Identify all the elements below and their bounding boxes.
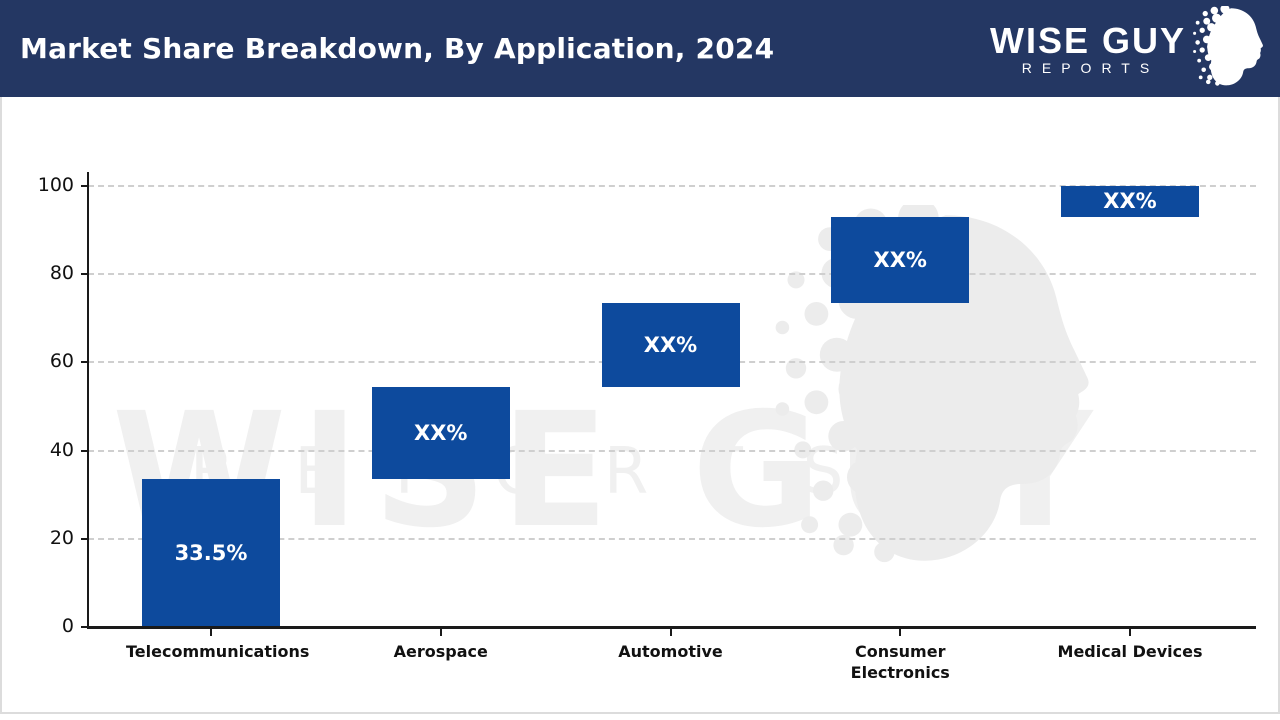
page-title: Market Share Breakdown, By Application, … <box>20 32 775 65</box>
bar-value-label: XX% <box>873 247 927 272</box>
wiseguy-logo: WISE GUY REPORTS <box>990 6 1266 91</box>
bar-medical-devices: XX% <box>1061 186 1199 217</box>
y-tick-mark <box>81 361 88 363</box>
category-label: Medical Devices <box>1057 642 1203 661</box>
logo-primary-text: WISE GUY <box>989 19 1186 61</box>
y-tick-mark <box>81 273 88 275</box>
bar-value-label: XX% <box>1103 189 1157 214</box>
dotted-face-logo-icon <box>1193 6 1263 86</box>
logo-secondary-text: REPORTS <box>1021 59 1160 76</box>
bar-telecommunications: 33.5% <box>142 479 280 627</box>
y-tick-label: 100 <box>37 174 74 196</box>
logo-text: WISE GUY REPORTS <box>989 19 1186 76</box>
category-label: Telecommunications <box>126 642 310 661</box>
x-tick-mark <box>210 629 212 636</box>
y-axis-line <box>87 172 89 629</box>
gridline-40 <box>88 450 1256 452</box>
bar-automotive: XX% <box>601 302 740 387</box>
y-tick-label: 0 <box>61 615 74 637</box>
bar-value-label: XX% <box>643 332 698 357</box>
y-tick-mark <box>81 538 88 540</box>
gridline-80 <box>88 273 1256 275</box>
bar-value-label: XX% <box>414 420 468 445</box>
y-tick-label: 60 <box>49 350 74 372</box>
y-tick-label: 20 <box>49 527 74 549</box>
category-label: Automotive <box>618 642 723 661</box>
report-header: Market Share Breakdown, By Application, … <box>0 0 1280 97</box>
category-label: Aerospace <box>393 642 488 661</box>
y-tick-mark <box>81 185 88 187</box>
y-tick-mark <box>81 450 88 452</box>
gridline-100 <box>88 185 1256 187</box>
watermark-secondary-text: REPORTS <box>190 435 904 509</box>
x-tick-mark <box>899 629 902 636</box>
gridline-20 <box>88 538 1256 540</box>
category-label: Consumer Electronics <box>850 642 950 682</box>
bar-value-label: 33.5% <box>174 541 248 566</box>
y-tick-label: 40 <box>49 439 74 461</box>
y-tick-label: 80 <box>49 262 74 284</box>
bar-consumer-electronics: XX% <box>831 216 970 303</box>
y-tick-mark <box>81 626 88 628</box>
x-tick-mark <box>439 629 442 636</box>
bar-aerospace: XX% <box>371 386 510 480</box>
x-axis-line <box>87 626 1256 629</box>
x-tick-mark <box>1129 629 1131 636</box>
x-tick-mark <box>669 629 672 636</box>
